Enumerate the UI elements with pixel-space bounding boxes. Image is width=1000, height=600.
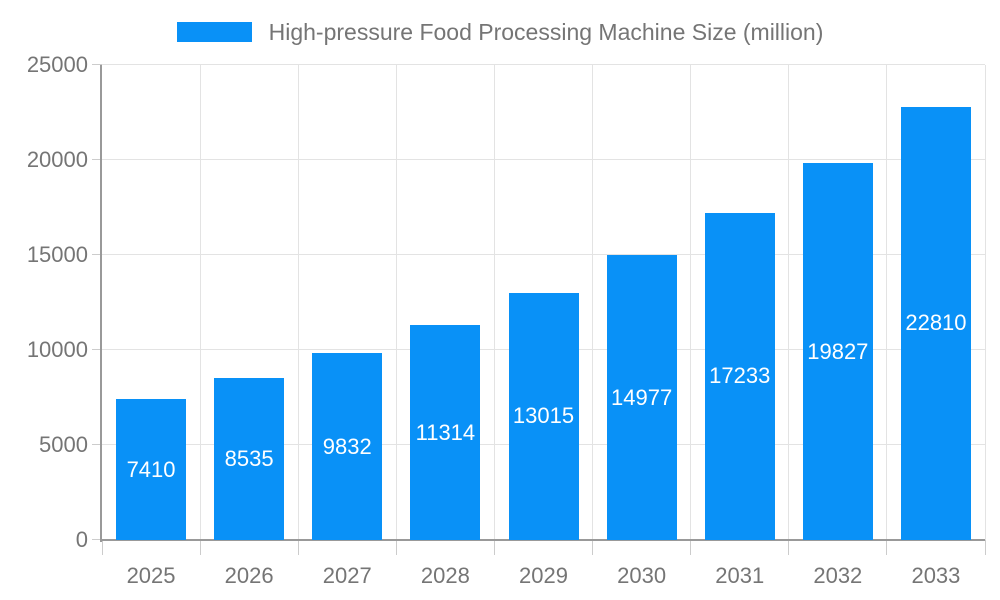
x-axis-tick-label: 2033 <box>911 563 961 588</box>
x-axis-tick-label: 2032 <box>813 563 863 588</box>
x-axis-tick <box>984 540 986 555</box>
bar-value-label: 14977 <box>611 384 673 410</box>
y-axis-line <box>100 65 102 542</box>
bar <box>802 163 873 540</box>
gridline-vertical <box>886 65 888 540</box>
x-axis-tick <box>886 540 888 555</box>
x-axis-tick <box>493 540 495 555</box>
y-axis-tick-label: 20000 <box>26 147 88 172</box>
y-axis-tick <box>92 159 102 160</box>
gridline-vertical <box>395 65 397 540</box>
gridline-vertical <box>493 65 495 540</box>
bar <box>312 353 383 540</box>
legend-label: High-pressure Food Processing Machine Si… <box>268 19 824 45</box>
y-axis-tick-label: 15000 <box>26 242 88 267</box>
x-axis-tick <box>592 540 594 555</box>
y-axis-tick <box>92 349 102 350</box>
legend-swatch-icon <box>176 22 252 42</box>
y-axis-tick-label: 10000 <box>26 337 88 362</box>
y-axis-tick-label: 25000 <box>26 52 88 77</box>
bar-value-label: 9832 <box>322 433 372 459</box>
y-axis-tick-label: 0 <box>75 527 88 552</box>
bar-value-label: 7410 <box>126 456 176 482</box>
x-axis-tick-label: 2026 <box>224 563 274 588</box>
x-axis-tick-label: 2030 <box>617 563 667 588</box>
gridline-horizontal <box>102 159 985 160</box>
y-axis-tick <box>92 254 102 255</box>
x-axis-tick <box>297 540 299 555</box>
bar <box>410 325 481 540</box>
bar-value-label: 19827 <box>807 338 869 364</box>
bar <box>116 399 187 540</box>
gridline-vertical <box>199 65 201 540</box>
gridline-horizontal <box>102 64 985 65</box>
y-axis-tick <box>92 64 102 65</box>
bar <box>508 292 579 540</box>
gridline-vertical <box>297 65 299 540</box>
x-axis-tick-label: 2025 <box>126 563 176 588</box>
x-axis-tick-label: 2027 <box>322 563 372 588</box>
bar <box>900 106 971 540</box>
gridline-vertical <box>788 65 790 540</box>
gridline-vertical <box>984 65 986 540</box>
y-axis-tick-label: 5000 <box>39 432 88 457</box>
x-axis-tick-label: 2031 <box>715 563 765 588</box>
bar-value-label: 22810 <box>905 310 967 336</box>
x-axis-tick <box>101 540 103 555</box>
gridline-horizontal <box>102 254 985 255</box>
bar-value-label: 11314 <box>415 419 476 445</box>
x-axis-tick <box>690 540 692 555</box>
y-axis-tick <box>92 444 102 445</box>
bar <box>606 255 677 540</box>
bar-value-label: 13015 <box>512 403 575 429</box>
bar-value-label: 8535 <box>224 445 274 471</box>
gridline-vertical <box>690 65 692 540</box>
x-axis-line <box>100 539 985 541</box>
y-axis-tick <box>92 539 102 540</box>
gridline-vertical <box>592 65 594 540</box>
chart-legend[interactable]: High-pressure Food Processing Machine Si… <box>0 20 1000 44</box>
bar <box>214 377 285 540</box>
x-axis-tick <box>788 540 790 555</box>
x-axis-tick <box>395 540 397 555</box>
bar <box>704 212 775 540</box>
x-axis-tick-label: 2028 <box>420 563 470 588</box>
bar-value-label: 17233 <box>709 363 771 389</box>
x-axis-tick-label: 2029 <box>519 563 568 588</box>
x-axis-tick <box>199 540 201 555</box>
